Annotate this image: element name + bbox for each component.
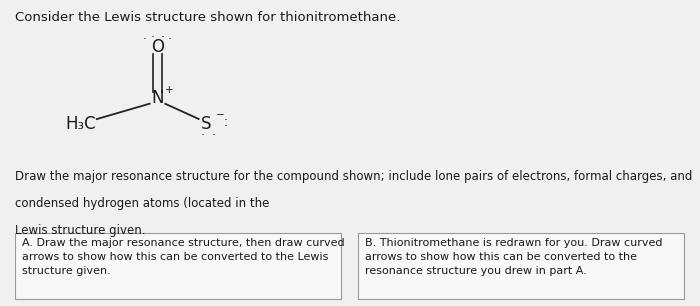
Text: ·: · <box>224 121 228 133</box>
Text: ·: · <box>211 129 216 142</box>
Text: S: S <box>202 115 211 133</box>
Text: ·: · <box>200 129 204 142</box>
Text: N: N <box>151 89 164 107</box>
Text: A. Draw the major resonance structure, then draw curved
arrows to show how this : A. Draw the major resonance structure, t… <box>22 238 345 276</box>
Text: H₃C: H₃C <box>65 115 96 133</box>
Bar <box>358 233 684 299</box>
Bar <box>15 233 341 299</box>
Text: O: O <box>151 39 164 56</box>
Text: B. Thionitromethane is redrawn for you. Draw curved
arrows to show how this can : B. Thionitromethane is redrawn for you. … <box>365 238 663 276</box>
Text: −: − <box>216 110 225 120</box>
Text: ·: · <box>168 33 172 46</box>
Text: Consider the Lewis structure shown for thionitromethane.: Consider the Lewis structure shown for t… <box>15 11 401 24</box>
Text: ·: · <box>224 114 228 127</box>
Text: ·: · <box>143 33 147 46</box>
Text: condensed hydrogen atoms (located in the: condensed hydrogen atoms (located in the <box>15 197 274 210</box>
Text: Draw the major resonance structure for the compound shown; include lone pairs of: Draw the major resonance structure for t… <box>15 170 693 183</box>
Text: ·: · <box>160 31 164 44</box>
Text: Lewis structure given.: Lewis structure given. <box>15 224 146 237</box>
Text: ·: · <box>150 31 155 44</box>
Text: +: + <box>165 85 174 95</box>
